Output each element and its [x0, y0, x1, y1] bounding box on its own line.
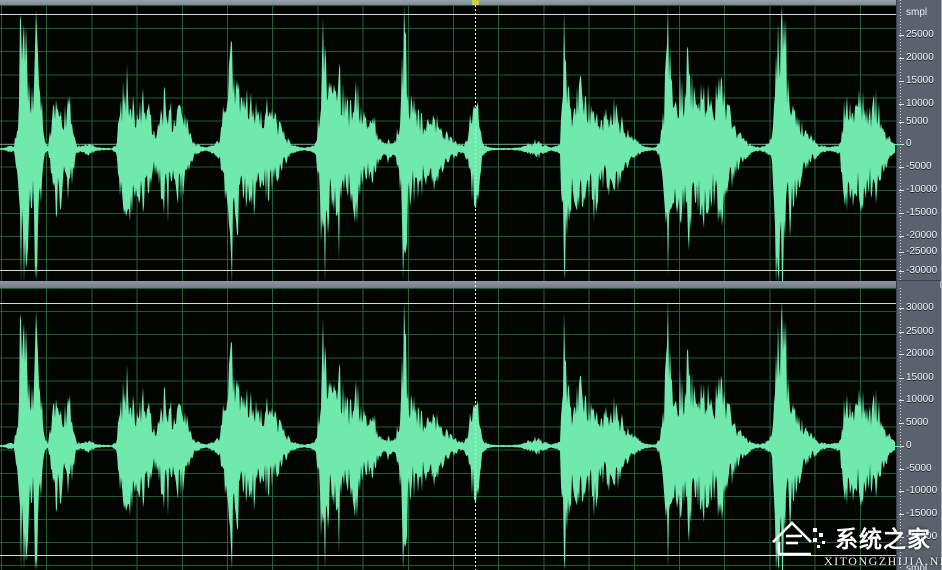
ruler-tick: [899, 104, 904, 105]
waveform-graphic-right-channel: [0, 299, 895, 570]
lower-limit-line: [0, 555, 896, 556]
ruler-tick: [899, 423, 904, 424]
ruler-zero-marker: [892, 446, 901, 447]
ruler-tick-label: -15000: [906, 508, 938, 519]
amplitude-ruler-right-channel[interactable]: smpl 30000 25000 20000 15000 10000 5000 0 -5000…: [892, 288, 941, 570]
ruler-tick: [899, 35, 904, 36]
playhead-marker-icon[interactable]: [472, 0, 479, 5]
ruler-tick-label: 15000: [906, 75, 934, 86]
ruler-tick-label: 5000: [906, 417, 929, 428]
ruler-tick-label: 25000: [906, 29, 934, 40]
ruler-tick: [899, 167, 904, 168]
ruler-tick: [899, 537, 904, 538]
ruler-zero-marker: [892, 144, 901, 145]
ruler-tick-label: -25000: [906, 246, 938, 257]
ruler-tick: [899, 236, 904, 237]
ruler-tick: [899, 81, 904, 82]
ruler-tick-label: -10000: [906, 184, 938, 195]
ruler-unit-label: smpl: [906, 7, 928, 18]
playhead-cursor[interactable]: [475, 5, 476, 570]
ruler-tick-label: 15000: [906, 372, 934, 383]
ruler-tick: [899, 491, 904, 492]
ruler-tick: [899, 514, 904, 515]
lower-limit-line: [0, 270, 896, 271]
ruler-tick: [899, 446, 904, 447]
ruler-tick-label: 10000: [906, 98, 934, 109]
top-chrome-strip: [0, 0, 942, 5]
ruler-tick: [899, 469, 904, 470]
ruler-tick: [899, 378, 904, 379]
ruler-tick-label: 20000: [906, 52, 934, 63]
ruler-tick-label: -5000: [906, 463, 932, 474]
ruler-tick-label: -20000: [906, 531, 938, 542]
ruler-tick-label: -20000: [906, 230, 938, 241]
ruler-tick: [899, 213, 904, 214]
ruler-tick-label: 20000: [906, 348, 934, 359]
ruler-tick-label: -15000: [906, 207, 938, 218]
upper-limit-line: [0, 303, 896, 304]
ruler-tick-label: -10000: [906, 485, 938, 496]
ruler-tick: [899, 144, 904, 145]
tick-rail: [900, 288, 901, 570]
ruler-tick-label: 30000: [906, 302, 934, 313]
amplitude-ruler-panel[interactable]: smpl 25000 20000 15000 10000 5000 0 -5000 -1000…: [892, 0, 942, 570]
ruler-tick-label: -5000: [906, 161, 932, 172]
ruler-tick: [899, 252, 904, 253]
ruler-tick-label: 0: [906, 440, 912, 451]
ruler-tick: [899, 308, 904, 309]
ruler-tick: [899, 332, 904, 333]
ruler-tick: [899, 271, 904, 272]
ruler-tick: [899, 122, 904, 123]
ruler-tick: [899, 400, 904, 401]
tick-rail: [900, 0, 901, 280]
waveform-pane-left-channel[interactable]: [0, 5, 896, 283]
upper-limit-line: [0, 14, 896, 15]
ruler-tick: [899, 58, 904, 59]
ruler-tick-label: 5000: [906, 116, 929, 127]
ruler-tick: [899, 354, 904, 355]
waveform-pane-right-channel[interactable]: [0, 288, 896, 570]
ruler-tick-label: -30000: [906, 265, 938, 276]
channel-divider[interactable]: [0, 281, 942, 288]
ruler-unit-label: smpl: [906, 563, 928, 570]
waveform-graphic-left-channel: [0, 5, 895, 283]
ruler-tick-label: 10000: [906, 394, 934, 405]
ruler-tick: [899, 190, 904, 191]
ruler-tick-label: 0: [906, 138, 912, 149]
ruler-tick-label: 25000: [906, 326, 934, 337]
amplitude-ruler-left-channel[interactable]: smpl 25000 20000 15000 10000 5000 0 -5000 -1000…: [892, 0, 941, 281]
